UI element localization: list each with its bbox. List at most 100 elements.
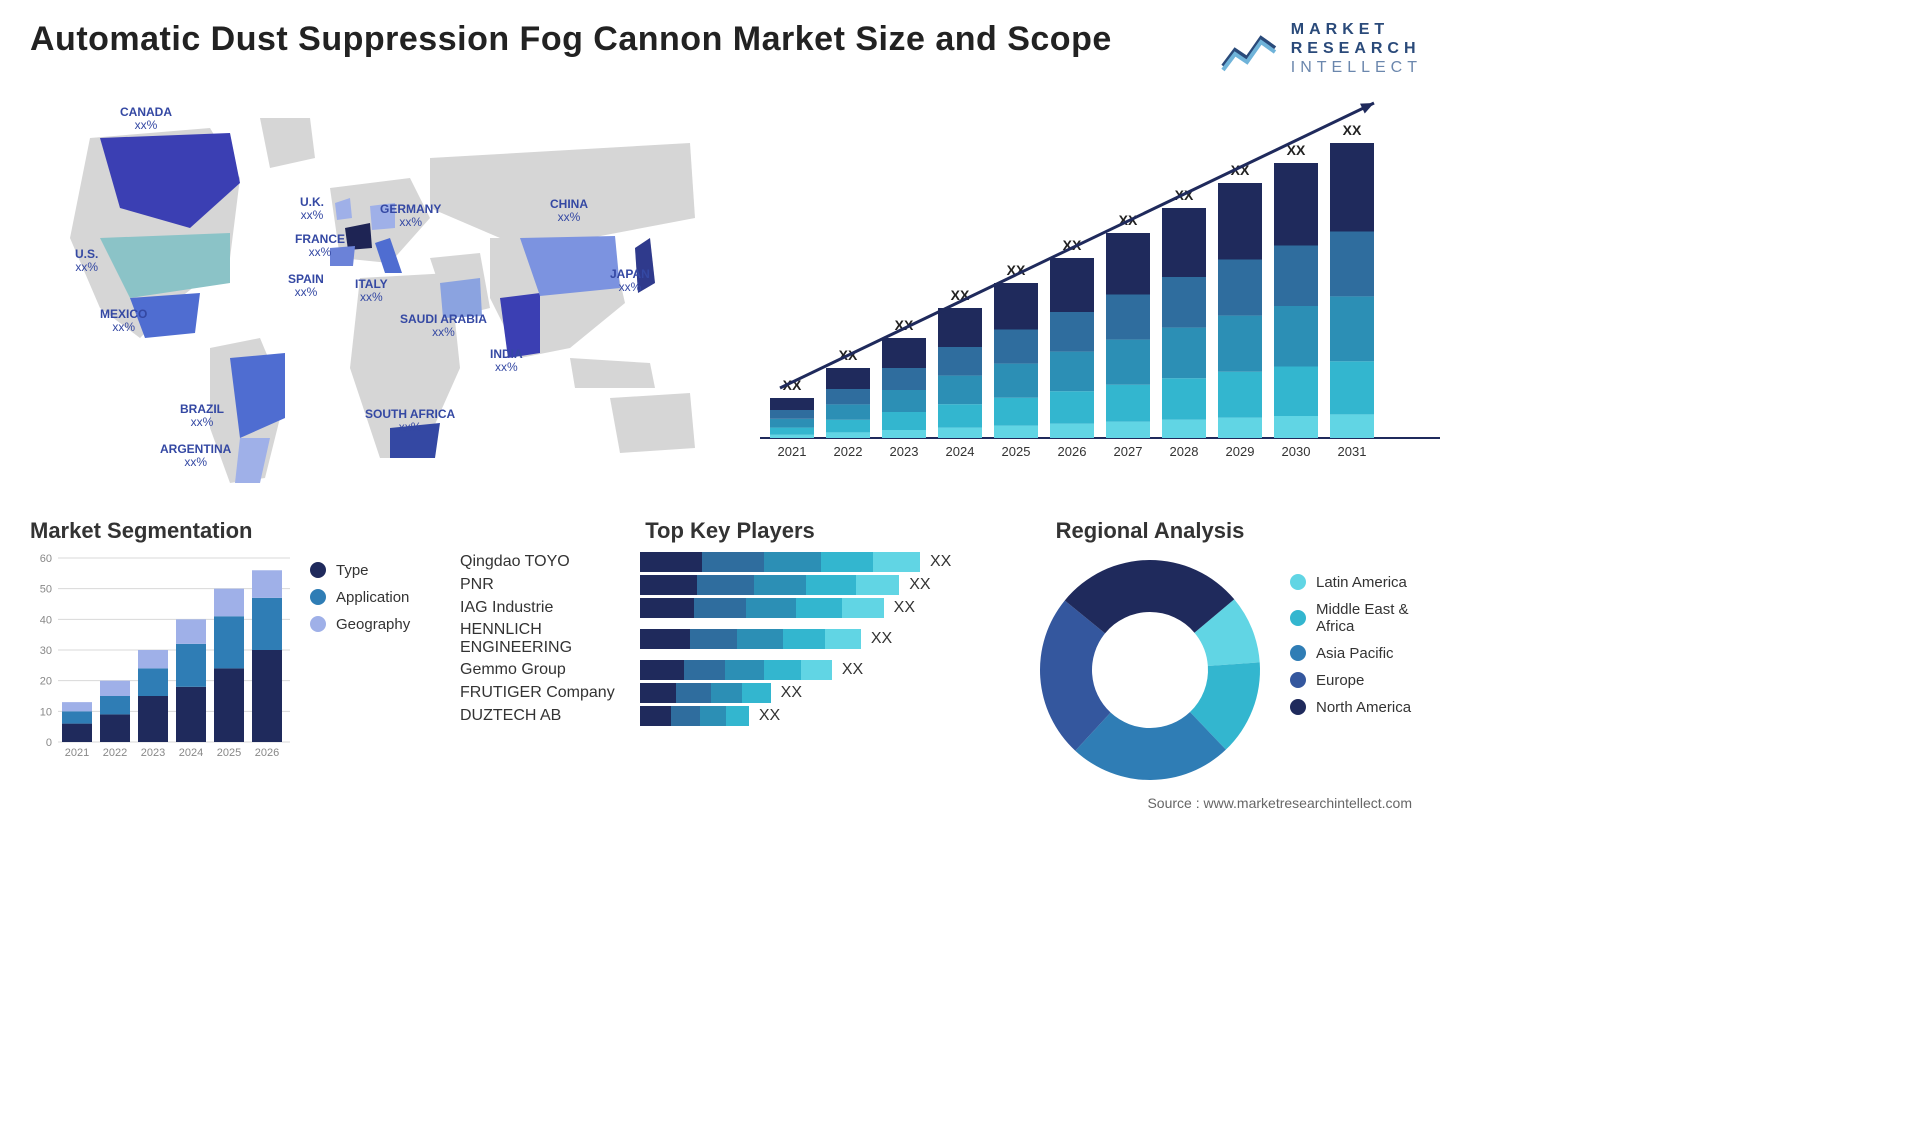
logo-line3: INTELLECT <box>1291 58 1422 77</box>
keyplayer-bar <box>640 706 749 726</box>
svg-text:2025: 2025 <box>217 747 241 759</box>
regional-legend-item: North America <box>1290 699 1422 716</box>
keyplayer-label: IAG Industrie <box>460 599 640 617</box>
keyplayer-bar-segment <box>856 575 900 595</box>
keyplayer-bar-segment <box>640 660 684 680</box>
keyplayer-value: XX <box>894 599 915 617</box>
keyplayer-label: DUZTECH AB <box>460 707 640 725</box>
legend-dot-icon <box>1290 610 1306 626</box>
keyplayers-title: Top Key Players <box>460 518 1000 544</box>
legend-label: Application <box>336 589 409 606</box>
svg-text:2025: 2025 <box>1002 444 1031 458</box>
svg-text:2021: 2021 <box>65 747 89 759</box>
svg-text:60: 60 <box>40 553 52 565</box>
svg-text:2028: 2028 <box>1170 444 1199 458</box>
keyplayer-bar <box>640 683 771 703</box>
svg-text:2022: 2022 <box>834 444 863 458</box>
keyplayer-bar-segment <box>742 683 771 703</box>
legend-label: Europe <box>1316 672 1364 689</box>
keyplayer-bar-segment <box>801 660 832 680</box>
keyplayer-bar-segment <box>711 683 742 703</box>
svg-text:2027: 2027 <box>1114 444 1143 458</box>
segmentation-legend-item: Application <box>310 589 410 606</box>
keyplayer-label: HENNLICH ENGINEERING <box>460 621 640 657</box>
svg-text:50: 50 <box>40 583 52 595</box>
logo-mark-icon <box>1221 26 1281 72</box>
keyplayer-bar-segment <box>825 629 861 649</box>
map-label-saudi-arabia: SAUDI ARABIAxx% <box>400 313 487 339</box>
keyplayer-bar-segment <box>821 552 873 572</box>
map-label-u-s-: U.S.xx% <box>75 248 98 274</box>
map-label-brazil: BRAZILxx% <box>180 403 224 429</box>
keyplayers-chart: Qingdao TOYOXXPNRXXIAG IndustrieXXHENNLI… <box>460 552 1000 726</box>
keyplayer-label: Qingdao TOYO <box>460 553 640 571</box>
keyplayer-row: PNRXX <box>460 575 1000 595</box>
svg-text:0: 0 <box>46 737 52 749</box>
regional-legend-item: Latin America <box>1290 574 1422 591</box>
svg-text:2023: 2023 <box>141 747 165 759</box>
legend-dot-icon <box>310 616 326 632</box>
keyplayer-bar <box>640 629 861 649</box>
map-label-mexico: MEXICOxx% <box>100 308 147 334</box>
keyplayer-bar-segment <box>702 552 764 572</box>
svg-text:2024: 2024 <box>946 444 975 458</box>
map-label-u-k-: U.K.xx% <box>300 196 324 222</box>
growth-chart-panel: XX2021XX2022XX2023XX2024XX2025XX2026XX20… <box>760 88 1440 488</box>
keyplayer-row: Qingdao TOYOXX <box>460 552 1000 572</box>
keyplayer-bar-segment <box>640 706 671 726</box>
keyplayer-row: HENNLICH ENGINEERING XX <box>460 621 1000 657</box>
keyplayer-bar-segment <box>671 706 700 726</box>
keyplayer-bar-segment <box>640 598 694 618</box>
svg-text:XX: XX <box>1343 122 1362 138</box>
keyplayer-bar-segment <box>726 706 749 726</box>
keyplayer-bar-segment <box>873 552 920 572</box>
keyplayer-bar-segment <box>806 575 856 595</box>
keyplayer-bar-segment <box>737 629 783 649</box>
keyplayer-bar-segment <box>684 660 725 680</box>
keyplayer-row: Gemmo GroupXX <box>460 660 1000 680</box>
svg-text:20: 20 <box>40 675 52 687</box>
keyplayer-bar <box>640 575 899 595</box>
keyplayer-bar-segment <box>746 598 796 618</box>
keyplayer-bar-segment <box>764 660 800 680</box>
legend-label: Type <box>336 562 369 579</box>
segmentation-legend-item: Type <box>310 562 410 579</box>
svg-text:2022: 2022 <box>103 747 127 759</box>
keyplayer-bar <box>640 660 832 680</box>
legend-label: Latin America <box>1316 574 1407 591</box>
keyplayer-bar-segment <box>694 598 746 618</box>
logo-line2: RESEARCH <box>1291 39 1422 58</box>
svg-text:30: 30 <box>40 645 52 657</box>
keyplayer-bar-segment <box>640 683 676 703</box>
keyplayer-row: IAG Industrie XX <box>460 598 1000 618</box>
legend-dot-icon <box>310 562 326 578</box>
svg-text:2030: 2030 <box>1282 444 1311 458</box>
segmentation-legend: TypeApplicationGeography <box>310 552 410 643</box>
keyplayer-bar-segment <box>842 598 883 618</box>
keyplayer-bar-segment <box>640 629 690 649</box>
keyplayer-bar-segment <box>640 575 697 595</box>
svg-text:2023: 2023 <box>890 444 919 458</box>
svg-text:2021: 2021 <box>778 444 807 458</box>
svg-text:40: 40 <box>40 614 52 626</box>
map-label-germany: GERMANYxx% <box>380 203 441 229</box>
keyplayer-bar-segment <box>700 706 726 726</box>
map-label-france: FRANCExx% <box>295 233 345 259</box>
keyplayer-bar <box>640 552 920 572</box>
legend-label: Middle East & Africa <box>1316 601 1422 635</box>
keyplayer-bar-segment <box>697 575 754 595</box>
legend-dot-icon <box>1290 574 1306 590</box>
map-label-canada: CANADAxx% <box>120 106 172 132</box>
page-title: Automatic Dust Suppression Fog Cannon Ma… <box>30 20 1112 59</box>
keyplayer-bar <box>640 598 884 618</box>
keyplayer-bar-segment <box>640 552 702 572</box>
keyplayer-value: XX <box>871 630 892 648</box>
svg-text:2026: 2026 <box>1058 444 1087 458</box>
legend-dot-icon <box>1290 672 1306 688</box>
legend-label: North America <box>1316 699 1411 716</box>
svg-text:2024: 2024 <box>179 747 203 759</box>
regional-legend: Latin AmericaMiddle East & AfricaAsia Pa… <box>1290 564 1422 726</box>
keyplayer-value: XX <box>759 707 780 725</box>
keyplayer-bar-segment <box>676 683 710 703</box>
keyplayer-label: FRUTIGER Company <box>460 684 640 702</box>
